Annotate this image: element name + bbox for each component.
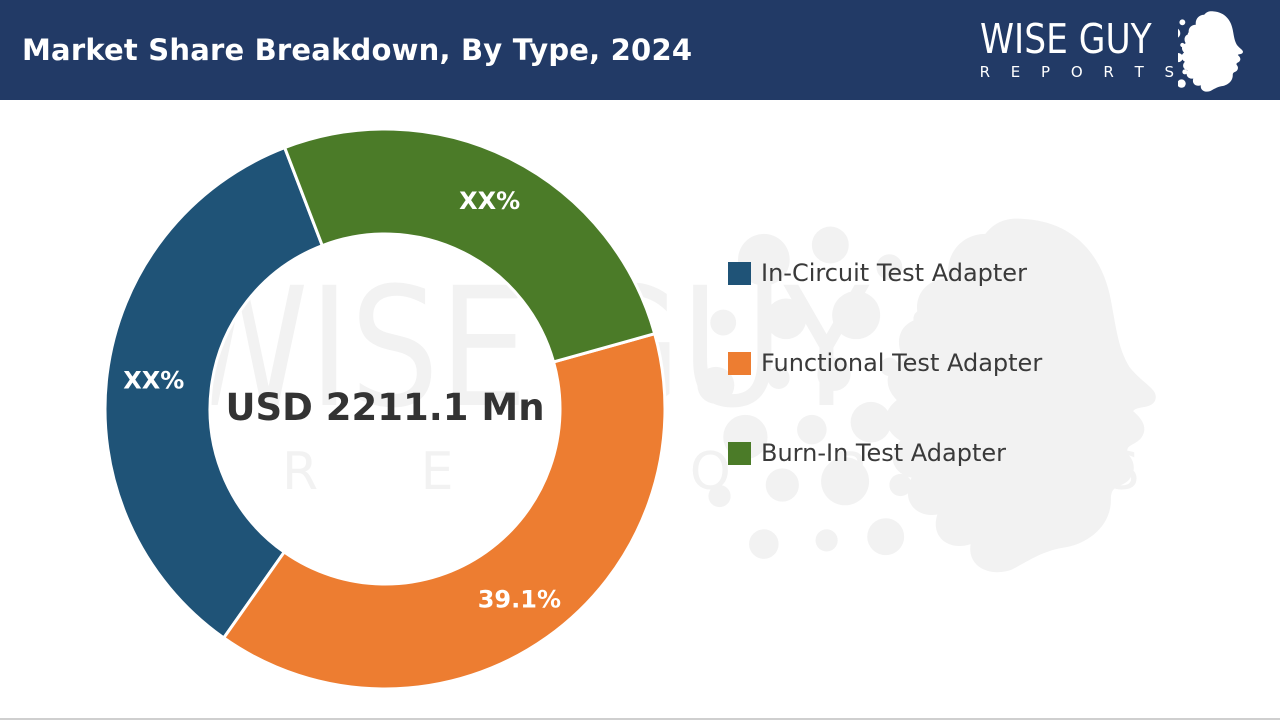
logo-wordmark: WISE GUY xyxy=(979,15,1152,63)
legend-swatch-orange xyxy=(728,351,751,375)
logo-text: WISE GUY R E P O R T S xyxy=(979,15,1184,82)
legend-item-functional: Functional Test Adapter xyxy=(728,346,1042,380)
donut-segment xyxy=(283,127,657,364)
header-bar: Market Share Breakdown, By Type, 2024 WI… xyxy=(0,0,1280,100)
chart-canvas: WISE GUY R E P O R T S XX% 39.1% XX% USD 2… xyxy=(0,100,1280,720)
page-title: Market Share Breakdown, By Type, 2024 xyxy=(22,33,693,67)
market-value-label: USD 2211.1 Mn xyxy=(225,386,545,429)
segment-percent-label: XX% xyxy=(123,366,184,394)
legend-swatch-green xyxy=(728,441,751,465)
donut-segment xyxy=(103,146,324,640)
legend-swatch-blue xyxy=(728,261,751,285)
legend-item-in-circuit: In-Circuit Test Adapter xyxy=(728,256,1027,290)
legend-label: In-Circuit Test Adapter xyxy=(761,259,1027,287)
donut-chart: XX% 39.1% XX% xyxy=(103,127,667,691)
segment-percent-label: XX% xyxy=(459,187,520,215)
legend-item-burn-in: Burn-In Test Adapter xyxy=(728,436,1006,470)
legend-label: Burn-In Test Adapter xyxy=(761,439,1007,467)
legend-label: Functional Test Adapter xyxy=(761,349,1043,377)
donut-segment xyxy=(222,332,667,691)
logo-subtitle: R E P O R T S xyxy=(979,63,1183,81)
dotted-face-icon xyxy=(1178,11,1243,92)
segment-percent-label: 39.1% xyxy=(478,585,561,613)
wise-guy-reports-logo: WISE GUY R E P O R T S xyxy=(980,4,1264,96)
